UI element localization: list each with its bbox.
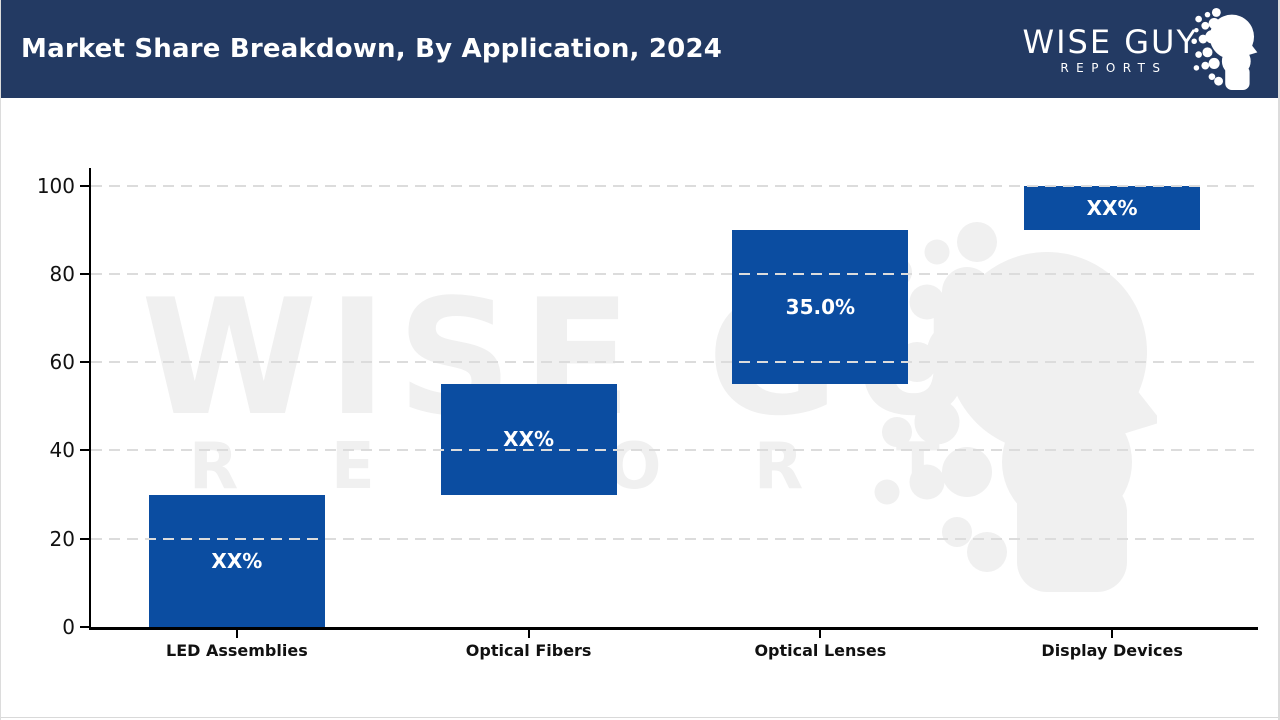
bar <box>148 494 325 627</box>
x-axis-category-label: Optical Fibers <box>465 641 592 660</box>
gridline <box>91 537 1258 540</box>
y-axis-tick-label: 80 <box>49 261 75 286</box>
y-axis-tick <box>80 626 89 628</box>
y-axis-tick <box>80 272 89 275</box>
bar <box>440 384 617 495</box>
bar-value-label: 35.0% <box>785 295 856 320</box>
logo-wordmark: WISE GUY <box>1022 22 1198 61</box>
page-title: Market Share Breakdown, By Application, … <box>21 34 723 64</box>
x-axis-tick <box>527 630 530 638</box>
y-axis-tick-label: 60 <box>49 350 75 375</box>
y-axis-tick-label: 100 <box>36 173 75 198</box>
bar-value-label: XX% <box>1086 195 1138 220</box>
x-axis-tick <box>819 630 822 638</box>
y-axis-tick <box>80 361 89 364</box>
y-axis-tick <box>80 537 89 540</box>
x-axis-tick <box>235 630 238 638</box>
x-axis-category-label: Optical Lenses <box>754 641 887 660</box>
logo-subtitle: REPORTS <box>1060 60 1168 75</box>
bar-value-label: XX% <box>211 548 263 573</box>
gridline <box>91 272 1258 275</box>
logo-text: WISE GUY REPORTS <box>1022 24 1198 75</box>
bar <box>1024 185 1201 230</box>
wise-guy-reports-logo: WISE GUY REPORTS <box>1022 8 1262 90</box>
y-axis-tick-label: 40 <box>49 438 75 463</box>
gridline <box>91 449 1258 452</box>
y-axis-tick <box>80 449 89 452</box>
bar-value-label: XX% <box>503 427 555 452</box>
gridline <box>91 184 1258 187</box>
header-band: Market Share Breakdown, By Application, … <box>1 0 1278 98</box>
y-axis-tick-label: 0 <box>62 615 75 639</box>
plot-area: 0 20 40 60 80 100 XX% LED Assemblies XX% Optical … <box>37 168 1258 660</box>
gridline <box>91 361 1258 364</box>
y-axis-tick-label: 20 <box>49 526 75 551</box>
y-axis-tick <box>80 184 89 187</box>
x-axis-tick <box>1111 630 1114 638</box>
x-axis-category-label: Display Devices <box>1041 641 1183 660</box>
dotted-head-profile-icon <box>1191 8 1258 90</box>
x-axis-category-label: LED Assemblies <box>166 641 308 660</box>
bar <box>732 229 909 385</box>
